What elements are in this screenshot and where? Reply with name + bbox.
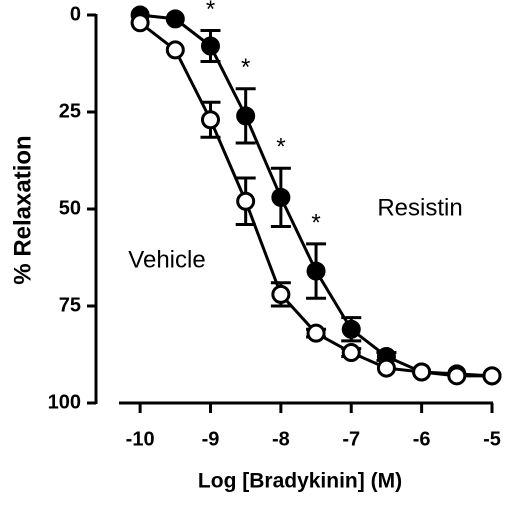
y-tick-label: 0	[70, 3, 81, 25]
data-point	[482, 366, 502, 386]
x-tick-label: -9	[202, 428, 220, 450]
x-tick-label: -5	[483, 428, 501, 450]
y-tick-label: 25	[59, 100, 81, 122]
y-tick-label: 100	[48, 391, 81, 413]
y-tick-label: 75	[59, 294, 81, 316]
data-point	[306, 261, 326, 281]
data-point	[447, 366, 467, 386]
data-point	[236, 191, 256, 211]
data-point	[165, 9, 185, 29]
significance-marker: *	[206, 0, 215, 23]
data-point	[165, 40, 185, 60]
series-label: Vehicle	[128, 246, 205, 273]
data-point	[341, 319, 361, 339]
data-point	[236, 106, 256, 126]
x-tick-label: -7	[342, 428, 360, 450]
data-point	[200, 36, 220, 56]
x-tick-label: -10	[126, 428, 155, 450]
data-point	[412, 362, 432, 382]
y-tick-label: 50	[59, 197, 81, 219]
data-point	[271, 187, 291, 207]
x-tick-label: -8	[272, 428, 290, 450]
data-point	[130, 13, 150, 33]
x-axis-label: Log [Bradykinin] (M)	[198, 470, 402, 493]
significance-marker: *	[241, 54, 250, 81]
data-point	[200, 110, 220, 130]
series-label: Resistin	[377, 194, 462, 221]
data-point	[271, 284, 291, 304]
significance-marker: *	[311, 209, 320, 236]
y-axis-label: % Relaxation	[9, 135, 36, 284]
x-tick-label: -6	[413, 428, 431, 450]
data-point	[306, 323, 326, 343]
data-point	[341, 343, 361, 363]
significance-marker: *	[276, 134, 285, 161]
data-point	[376, 358, 396, 378]
